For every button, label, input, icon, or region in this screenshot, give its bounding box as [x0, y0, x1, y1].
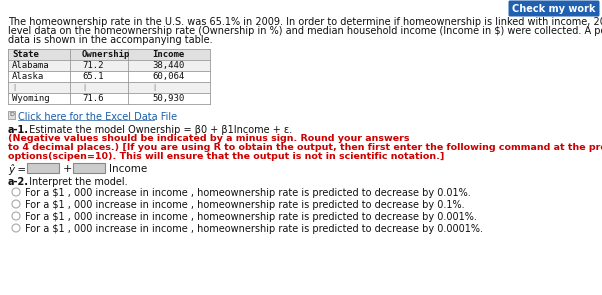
- Text: D: D: [9, 112, 14, 117]
- Text: For a $1 , 000 increase in income , homeownership rate is predicted to decrease : For a $1 , 000 increase in income , home…: [25, 212, 477, 222]
- Text: Wyoming: Wyoming: [12, 94, 49, 103]
- Bar: [8, 82, 210, 93]
- Text: Estimate the model Ownership = β0 + β1Income + ε.: Estimate the model Ownership = β0 + β1In…: [26, 125, 292, 135]
- Text: 71.2: 71.2: [82, 61, 104, 70]
- Text: 65.1: 65.1: [82, 72, 104, 81]
- Bar: [8, 60, 210, 71]
- Text: Check my work: Check my work: [512, 4, 596, 14]
- Text: a-1.: a-1.: [8, 125, 29, 135]
- Text: +: +: [63, 164, 72, 174]
- Text: 60,064: 60,064: [152, 72, 184, 81]
- Text: to 4 decimal places.) [If you are using R to obtain the output, then first enter: to 4 decimal places.) [If you are using …: [8, 143, 602, 152]
- Text: Alaska: Alaska: [12, 72, 45, 81]
- Text: (Negative values should be indicated by a minus sign. Round your answers: (Negative values should be indicated by …: [8, 134, 409, 143]
- Text: 50,930: 50,930: [152, 94, 184, 103]
- Text: ŷ =: ŷ =: [8, 164, 26, 175]
- Text: Income: Income: [109, 164, 147, 174]
- Text: Click here for the Excel Data File: Click here for the Excel Data File: [18, 112, 177, 122]
- Bar: [8, 49, 210, 60]
- Text: options(scipen=10). This will ensure that the output is not in scientific notati: options(scipen=10). This will ensure tha…: [8, 152, 444, 161]
- Text: For a $1 , 000 increase in income , homeownership rate is predicted to decrease : For a $1 , 000 increase in income , home…: [25, 200, 465, 210]
- Bar: [8, 71, 210, 82]
- Text: Income: Income: [152, 50, 184, 59]
- Bar: [8, 111, 15, 119]
- Text: 71.6: 71.6: [82, 94, 104, 103]
- Text: |: |: [152, 84, 157, 91]
- Text: For a $1 , 000 increase in income , homeownership rate is predicted to decrease : For a $1 , 000 increase in income , home…: [25, 224, 483, 234]
- Bar: [73, 163, 105, 173]
- Text: |: |: [12, 84, 16, 91]
- FancyBboxPatch shape: [509, 1, 600, 17]
- Text: a-2.: a-2.: [8, 177, 29, 187]
- Text: The homeownership rate in the U.S. was 65.1% in 2009. In order to determine if h: The homeownership rate in the U.S. was 6…: [8, 17, 602, 27]
- Text: Ownership: Ownership: [82, 50, 131, 59]
- Text: For a $1 , 000 increase in income , homeownership rate is predicted to decrease : For a $1 , 000 increase in income , home…: [25, 188, 471, 198]
- Text: level data on the homeownership rate (Ownership in %) and median household incom: level data on the homeownership rate (Ow…: [8, 26, 602, 36]
- Bar: [8, 93, 210, 104]
- Text: State: State: [12, 50, 39, 59]
- Text: 38,440: 38,440: [152, 61, 184, 70]
- Text: |: |: [82, 84, 86, 91]
- Text: Interpret the model.: Interpret the model.: [26, 177, 128, 187]
- Bar: [27, 163, 59, 173]
- Text: data is shown in the accompanying table.: data is shown in the accompanying table.: [8, 35, 213, 45]
- Text: Alabama: Alabama: [12, 61, 49, 70]
